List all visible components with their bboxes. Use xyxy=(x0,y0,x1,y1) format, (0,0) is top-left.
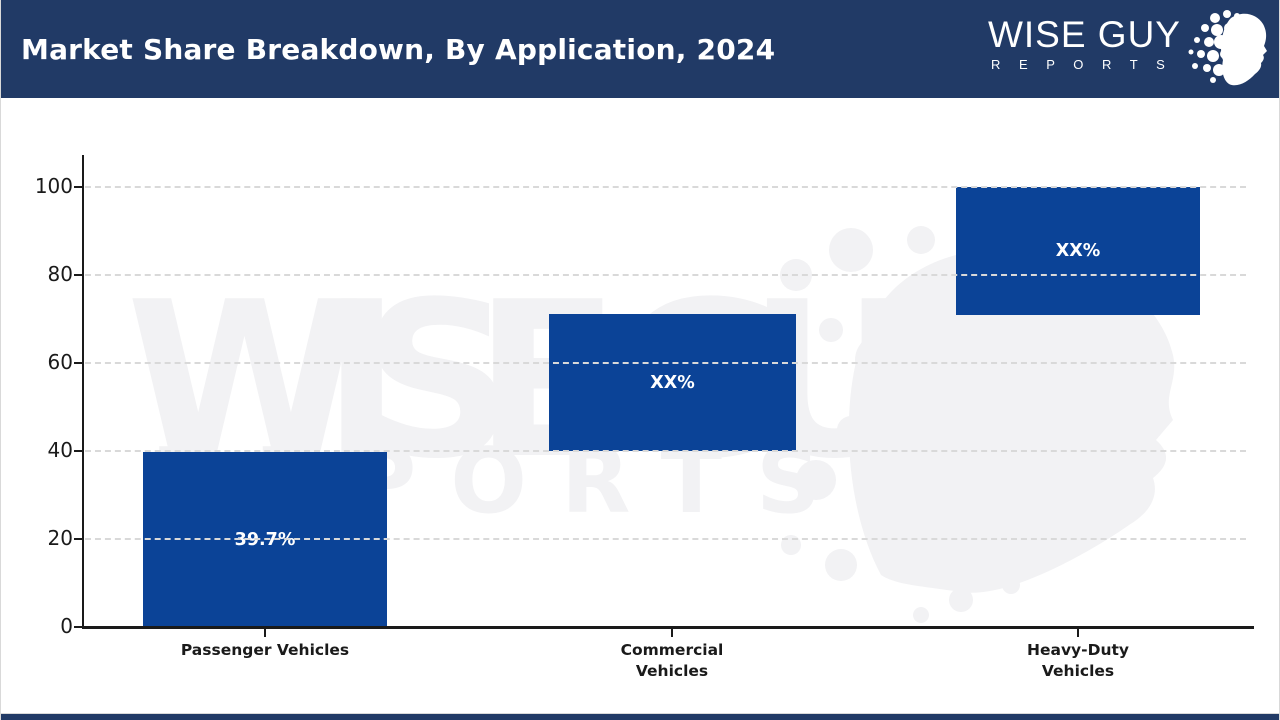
y-tick-label: 20 xyxy=(47,526,73,550)
y-tick xyxy=(74,274,82,276)
brand-logo: WISE GUY R E P O R T S xyxy=(988,16,1181,72)
y-tick-label: 40 xyxy=(47,438,73,462)
x-tick-label-commercial: Commercial Vehicles xyxy=(620,641,724,680)
x-tick-label-passenger: Passenger Vehicles xyxy=(180,641,350,659)
y-tick-label: 80 xyxy=(47,262,73,286)
brand-face-icon xyxy=(1188,10,1267,86)
x-tick xyxy=(671,629,673,637)
y-tick xyxy=(74,362,82,364)
footer-bar xyxy=(1,714,1279,720)
gridline-100 xyxy=(85,186,1246,188)
x-axis-line xyxy=(82,626,1254,629)
x-tick xyxy=(1077,629,1079,637)
y-tick xyxy=(74,626,82,628)
gridline-40 xyxy=(85,450,1246,452)
bar-heavy-duty-vehicles: XX% xyxy=(956,187,1200,315)
y-tick xyxy=(74,450,82,452)
y-tick-label: 60 xyxy=(47,350,73,374)
brand-logo-subtitle: R E P O R T S xyxy=(990,57,1173,72)
gridline-20 xyxy=(85,538,1246,540)
footer-divider xyxy=(1,713,1279,714)
header-bar: Market Share Breakdown, By Application, … xyxy=(1,0,1279,98)
y-tick-label: 0 xyxy=(60,614,73,638)
y-tick xyxy=(74,186,82,188)
y-axis-line xyxy=(82,155,84,629)
chart-title: Market Share Breakdown, By Application, … xyxy=(21,32,776,66)
bar-value-label: XX% xyxy=(650,372,695,393)
gridline-80 xyxy=(85,274,1246,276)
y-tick-label: 100 xyxy=(34,174,73,198)
bar-commercial-vehicles: XX% xyxy=(549,314,796,451)
x-tick xyxy=(264,629,266,637)
bar-value-label: XX% xyxy=(1055,241,1101,261)
x-tick-label-heavy-duty: Heavy-Duty Vehicles xyxy=(1027,641,1129,680)
y-tick xyxy=(74,538,82,540)
brand-logo-name: WISE GUY xyxy=(987,14,1181,55)
gridline-60 xyxy=(85,362,1246,364)
